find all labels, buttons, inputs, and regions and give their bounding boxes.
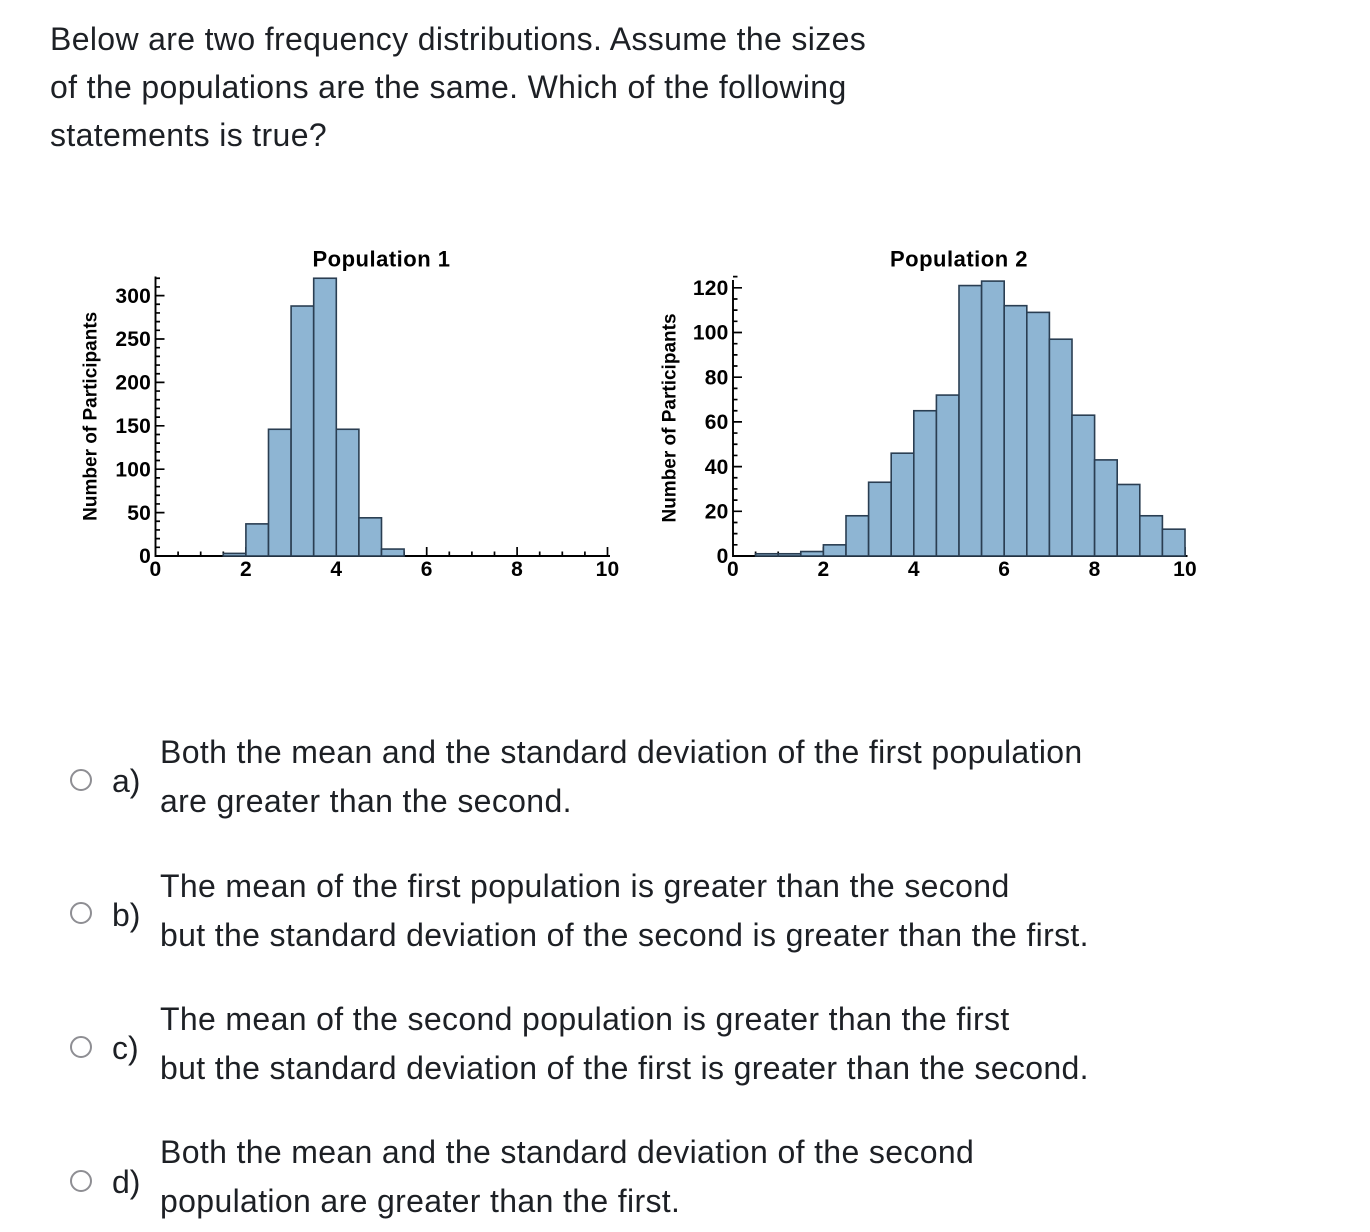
svg-text:Number of Participants: Number of Participants: [660, 313, 681, 522]
svg-text:0: 0: [139, 545, 151, 568]
svg-text:6: 6: [421, 558, 433, 581]
svg-text:300: 300: [115, 285, 151, 308]
svg-text:250: 250: [115, 328, 151, 351]
svg-text:40: 40: [705, 456, 729, 479]
svg-text:200: 200: [115, 372, 151, 395]
svg-text:4: 4: [330, 558, 342, 581]
svg-text:2: 2: [817, 558, 829, 581]
svg-text:Population 1: Population 1: [313, 247, 451, 272]
svg-text:0: 0: [727, 558, 739, 581]
svg-text:100: 100: [693, 322, 729, 345]
svg-text:8: 8: [511, 558, 523, 581]
svg-text:150: 150: [115, 415, 151, 438]
svg-text:8: 8: [1089, 558, 1101, 581]
svg-text:60: 60: [705, 411, 729, 434]
svg-text:100: 100: [115, 458, 151, 481]
svg-text:120: 120: [693, 277, 729, 300]
svg-text:50: 50: [127, 502, 151, 525]
svg-text:0: 0: [150, 558, 162, 581]
svg-text:10: 10: [1173, 558, 1197, 581]
svg-text:80: 80: [705, 366, 729, 389]
svg-text:4: 4: [908, 558, 920, 581]
svg-text:20: 20: [705, 501, 729, 524]
svg-text:2: 2: [240, 558, 252, 581]
svg-text:0: 0: [717, 545, 729, 568]
svg-text:Population 2: Population 2: [890, 247, 1028, 272]
svg-text:6: 6: [998, 558, 1010, 581]
svg-text:Number of Participants: Number of Participants: [81, 312, 102, 521]
svg-text:10: 10: [596, 558, 620, 581]
